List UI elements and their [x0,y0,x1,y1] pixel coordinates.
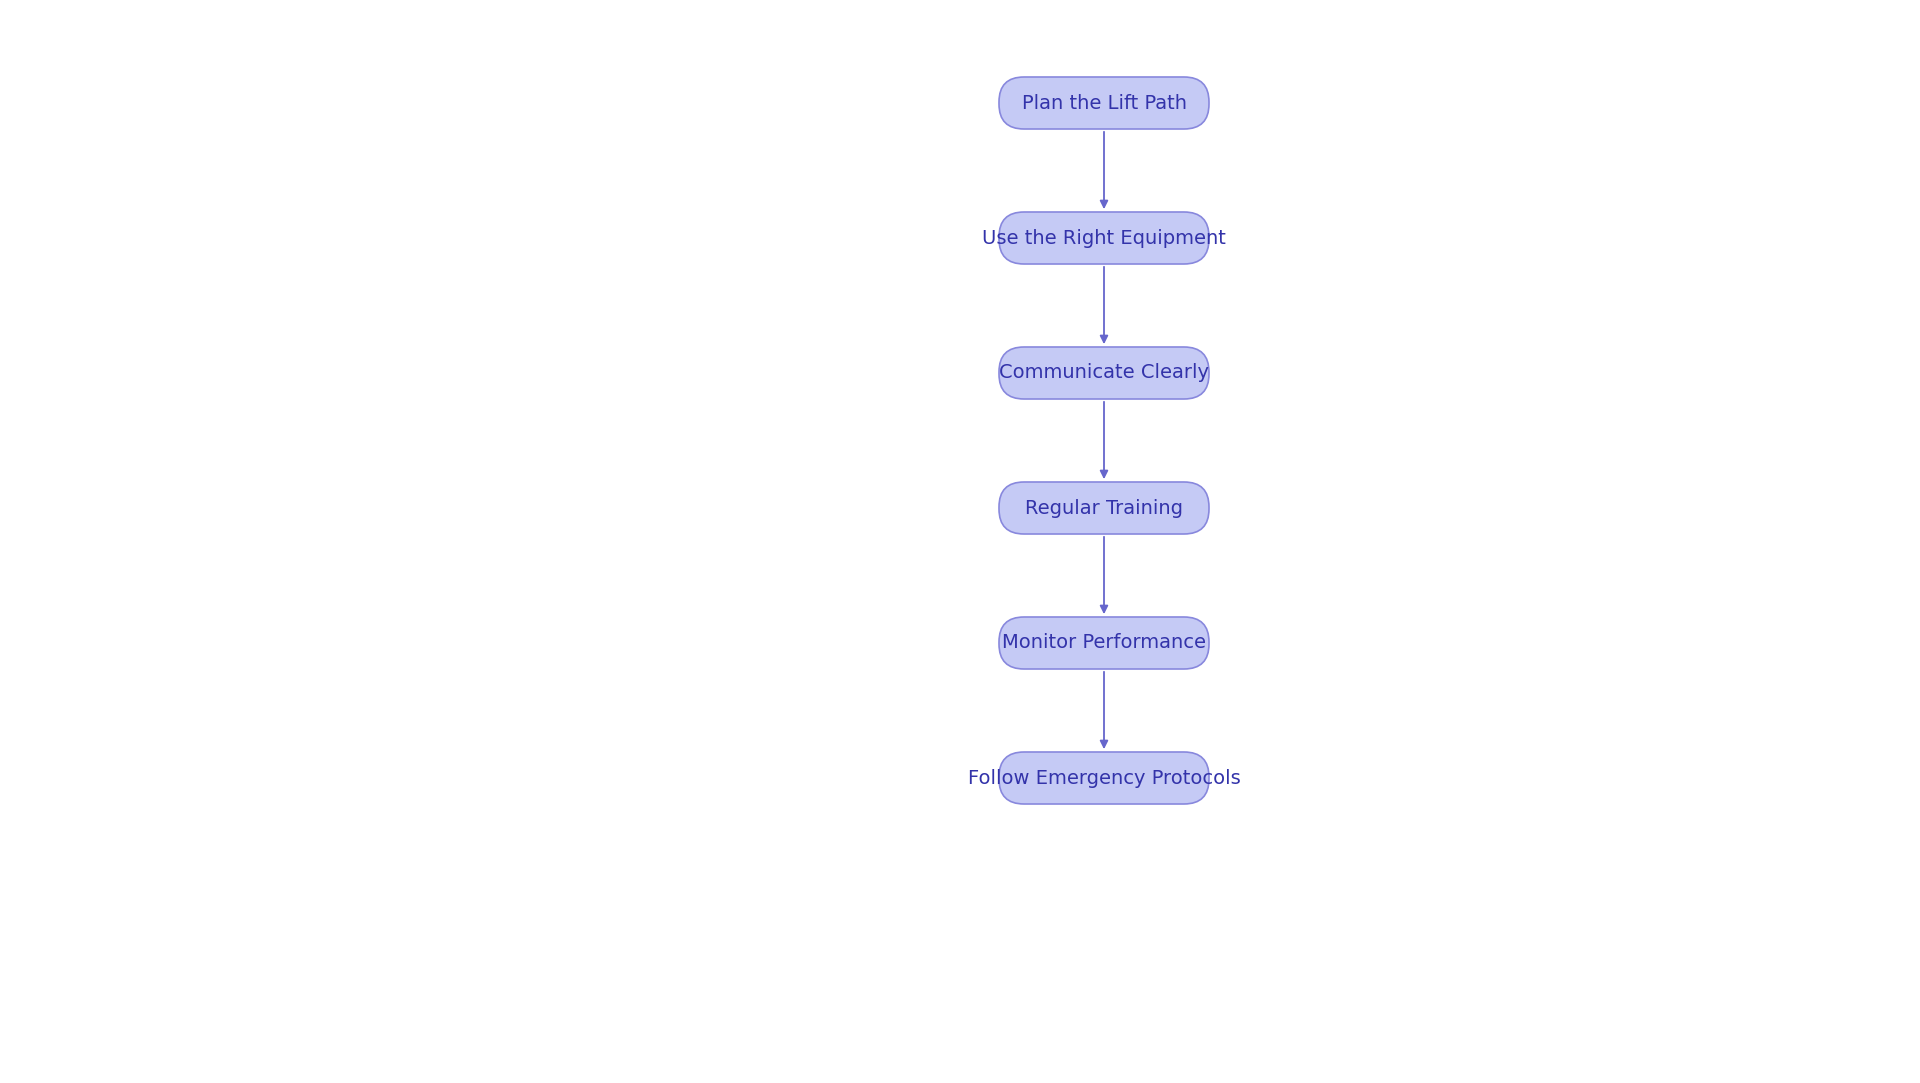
FancyBboxPatch shape [998,347,1210,399]
Text: Use the Right Equipment: Use the Right Equipment [981,229,1227,248]
FancyBboxPatch shape [998,482,1210,534]
FancyBboxPatch shape [998,752,1210,804]
Text: Monitor Performance: Monitor Performance [1002,634,1206,652]
FancyBboxPatch shape [998,617,1210,669]
Text: Communicate Clearly: Communicate Clearly [998,364,1210,382]
FancyBboxPatch shape [998,212,1210,264]
Text: Follow Emergency Protocols: Follow Emergency Protocols [968,769,1240,787]
Text: Regular Training: Regular Training [1025,498,1183,518]
Text: Plan the Lift Path: Plan the Lift Path [1021,93,1187,113]
FancyBboxPatch shape [998,77,1210,129]
